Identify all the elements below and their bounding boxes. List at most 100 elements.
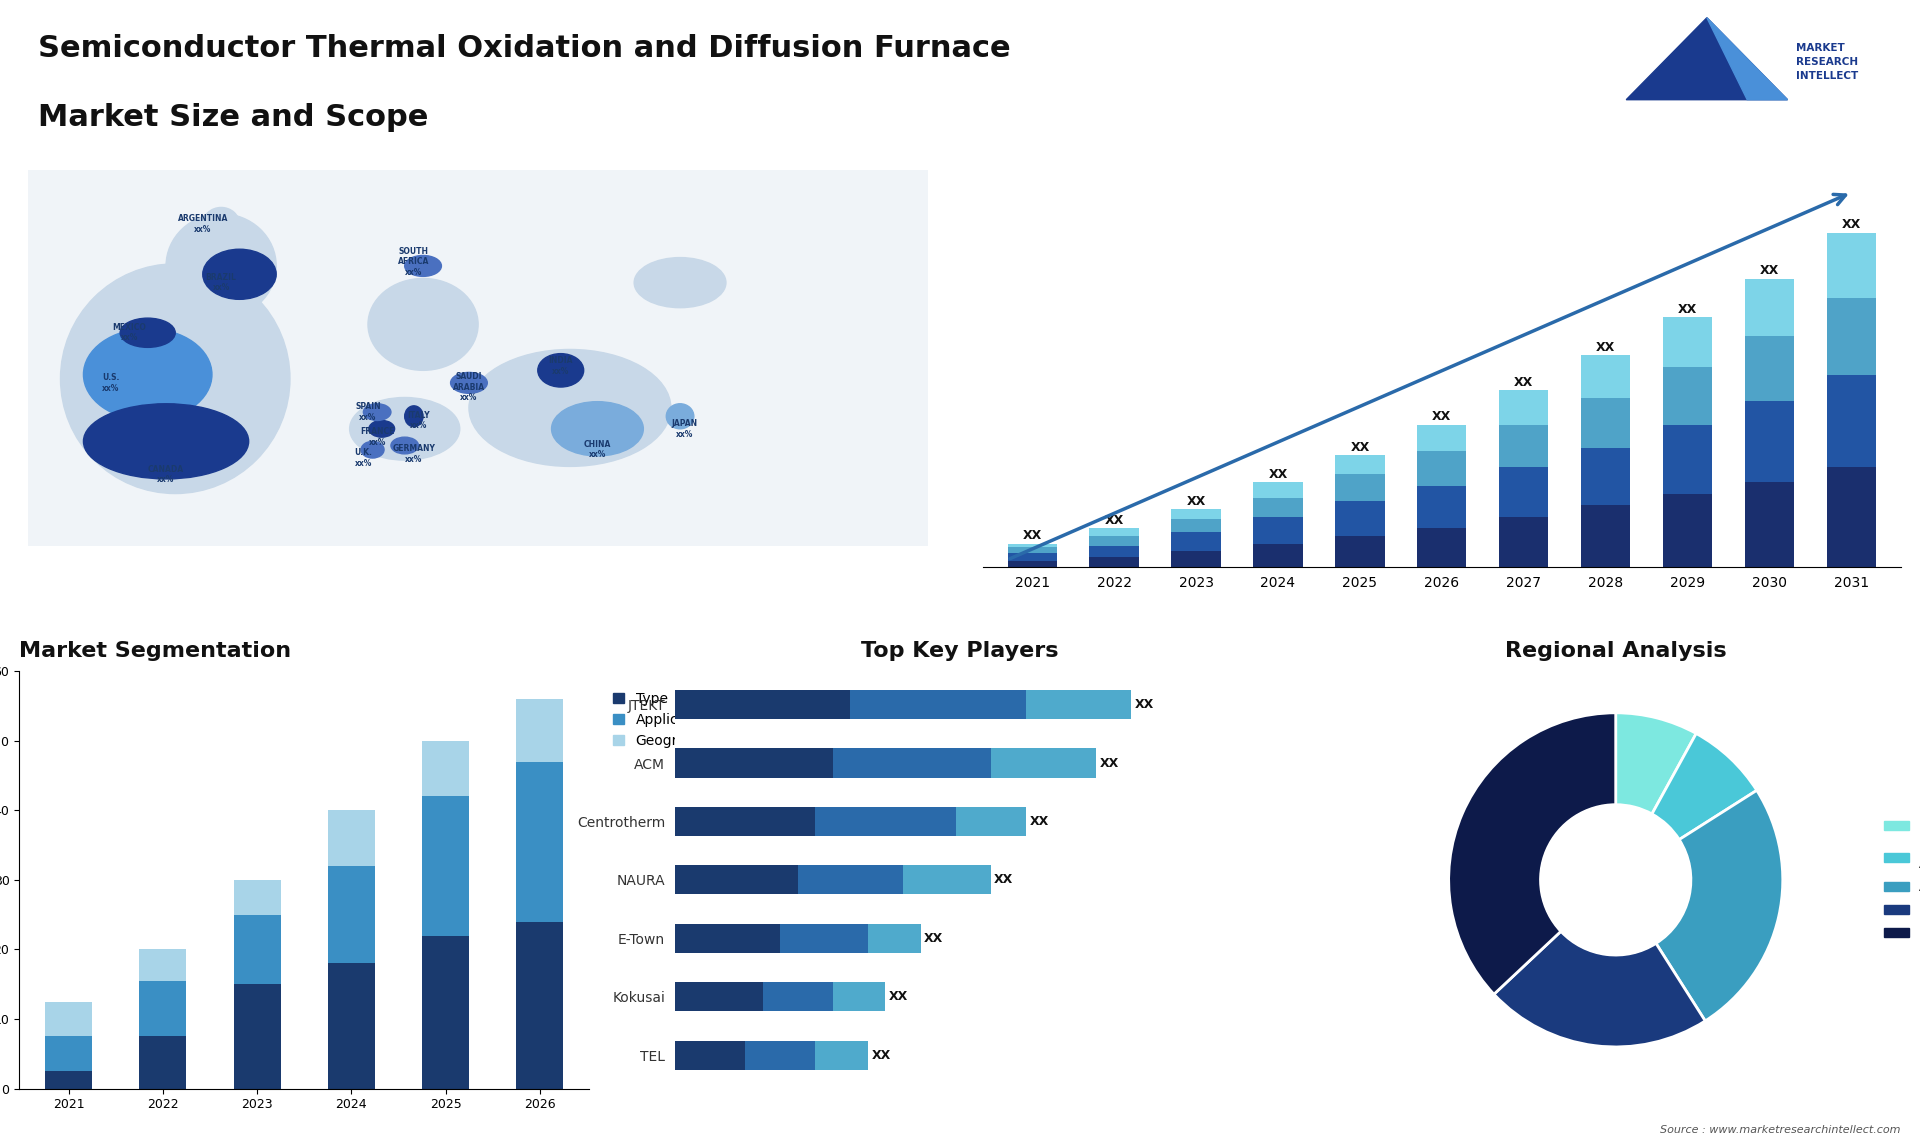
Ellipse shape: [204, 207, 240, 241]
Text: ITALY
xx%: ITALY xx%: [407, 410, 430, 430]
Bar: [991, 748, 1096, 778]
FancyBboxPatch shape: [29, 170, 927, 545]
Bar: [1254, 543, 1302, 566]
Bar: [1828, 233, 1876, 298]
Bar: [516, 921, 563, 1089]
Bar: [1008, 560, 1056, 566]
Polygon shape: [1707, 17, 1788, 100]
Bar: [780, 924, 868, 952]
Bar: [1171, 509, 1221, 519]
Bar: [1089, 528, 1139, 536]
Text: Market Segmentation: Market Segmentation: [19, 641, 292, 661]
Bar: [833, 982, 885, 1011]
Bar: [1254, 517, 1302, 543]
Ellipse shape: [369, 278, 478, 370]
Wedge shape: [1617, 713, 1695, 814]
Bar: [1582, 505, 1630, 566]
Wedge shape: [1494, 932, 1705, 1047]
Bar: [1663, 317, 1713, 367]
Ellipse shape: [666, 403, 693, 429]
Bar: [1745, 401, 1795, 482]
Text: XX: XX: [1187, 495, 1206, 508]
Wedge shape: [1651, 733, 1757, 840]
Ellipse shape: [405, 406, 422, 426]
Text: ARGENTINA
xx%: ARGENTINA xx%: [177, 214, 228, 234]
Text: Semiconductor Thermal Oxidation and Diffusion Furnace: Semiconductor Thermal Oxidation and Diff…: [38, 34, 1012, 63]
Bar: [44, 1036, 92, 1072]
Bar: [1745, 336, 1795, 401]
Text: SAUDI
ARABIA
xx%: SAUDI ARABIA xx%: [453, 372, 486, 402]
Bar: [1089, 545, 1139, 557]
Text: INDIA
xx%: INDIA xx%: [549, 356, 572, 376]
Bar: [1663, 424, 1713, 494]
Text: XX: XX: [1104, 515, 1123, 527]
Bar: [816, 807, 956, 837]
Bar: [1663, 367, 1713, 424]
Text: Market Size and Scope: Market Size and Scope: [38, 103, 428, 132]
Bar: [1582, 448, 1630, 505]
Bar: [816, 1041, 868, 1069]
Bar: [676, 748, 833, 778]
Bar: [1828, 466, 1876, 566]
Bar: [1500, 466, 1548, 517]
Bar: [1334, 474, 1384, 501]
Text: U.K.
xx%: U.K. xx%: [355, 448, 372, 468]
Bar: [44, 1072, 92, 1089]
Ellipse shape: [451, 372, 488, 393]
Bar: [676, 807, 816, 837]
Bar: [1500, 390, 1548, 424]
Bar: [1334, 501, 1384, 536]
Text: XX: XX: [1841, 219, 1860, 231]
Bar: [1089, 557, 1139, 566]
Bar: [422, 796, 468, 935]
Bar: [1334, 455, 1384, 474]
Ellipse shape: [349, 398, 459, 461]
Bar: [1008, 548, 1056, 554]
Bar: [1417, 486, 1467, 528]
Text: SPAIN
xx%: SPAIN xx%: [355, 402, 380, 422]
Bar: [676, 924, 780, 952]
Text: Source : www.marketresearchintellect.com: Source : www.marketresearchintellect.com: [1661, 1124, 1901, 1135]
Text: CANADA
xx%: CANADA xx%: [148, 465, 184, 485]
Bar: [1171, 551, 1221, 566]
Bar: [328, 866, 374, 964]
Text: XX: XX: [1761, 265, 1780, 277]
Wedge shape: [1450, 713, 1617, 995]
Bar: [1089, 536, 1139, 545]
Text: XX: XX: [1432, 410, 1452, 423]
Text: XX: XX: [924, 932, 943, 944]
Bar: [328, 964, 374, 1089]
Title: Top Key Players: Top Key Players: [862, 641, 1058, 661]
Bar: [1254, 482, 1302, 497]
Bar: [328, 810, 374, 866]
Bar: [44, 1002, 92, 1036]
Polygon shape: [1626, 17, 1788, 100]
Bar: [762, 982, 833, 1011]
Bar: [1828, 375, 1876, 466]
Ellipse shape: [538, 354, 584, 387]
Bar: [1745, 482, 1795, 566]
Bar: [1417, 528, 1467, 566]
Bar: [1663, 494, 1713, 566]
Bar: [956, 807, 1025, 837]
Bar: [1417, 452, 1467, 486]
Text: GERMANY
xx%: GERMANY xx%: [392, 445, 436, 464]
Legend: Latin America, Middle East &
Africa, Asia Pacific, Europe, North America: Latin America, Middle East & Africa, Asi…: [1878, 815, 1920, 944]
Ellipse shape: [61, 264, 290, 494]
Text: XX: XX: [1029, 815, 1048, 827]
Ellipse shape: [369, 421, 396, 437]
Bar: [140, 950, 186, 981]
Bar: [797, 865, 902, 895]
Bar: [1008, 554, 1056, 560]
Bar: [1171, 519, 1221, 532]
Text: XX: XX: [1515, 376, 1534, 388]
Bar: [1171, 532, 1221, 551]
Bar: [676, 1041, 745, 1069]
Text: MARKET
RESEARCH
INTELLECT: MARKET RESEARCH INTELLECT: [1795, 42, 1859, 81]
Bar: [140, 1036, 186, 1089]
Text: XX: XX: [1678, 303, 1697, 316]
Bar: [1008, 543, 1056, 548]
Ellipse shape: [392, 437, 419, 454]
Bar: [422, 935, 468, 1089]
Legend: Type, Application, Geography: Type, Application, Geography: [609, 686, 718, 753]
